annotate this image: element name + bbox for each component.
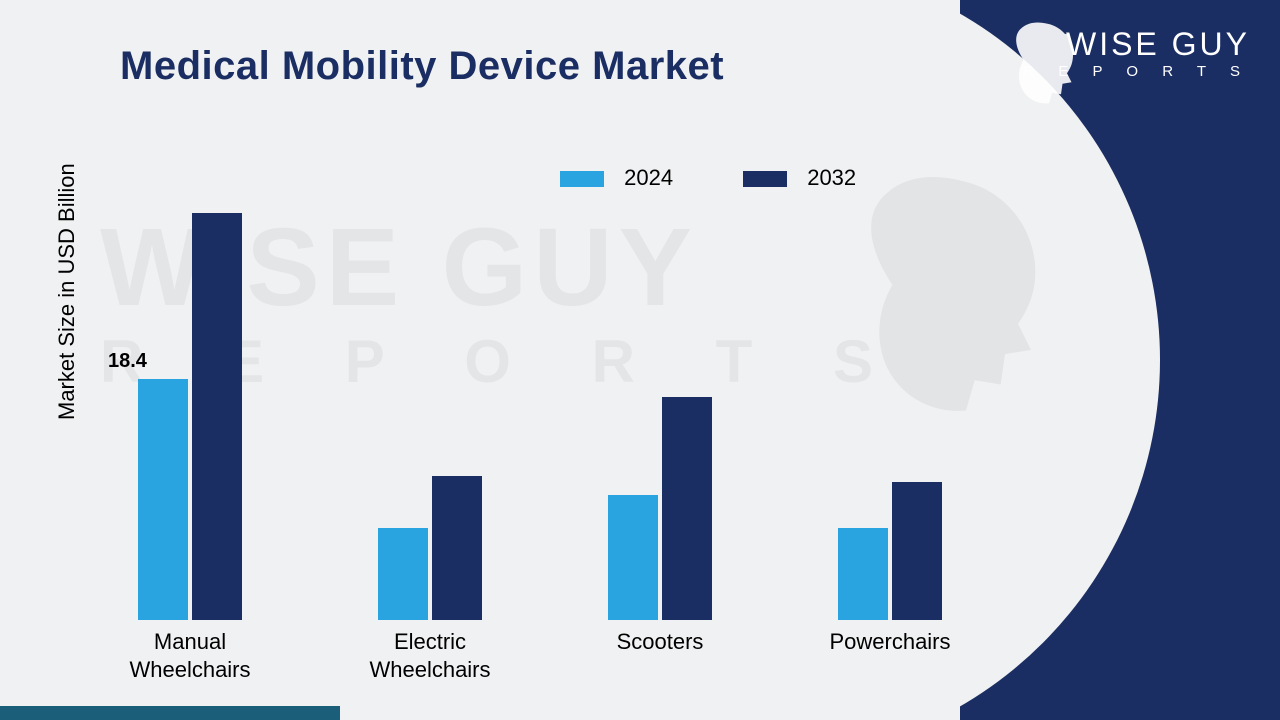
x-label-3: Powerchairs <box>800 628 980 656</box>
bar <box>662 397 712 620</box>
bar <box>608 495 658 620</box>
x-label-1: Electric Wheelchairs <box>340 628 520 683</box>
bar <box>838 528 888 620</box>
bottom-accent-bar <box>0 706 340 720</box>
x-label-0: Manual Wheelchairs <box>100 628 280 683</box>
value-label: 18.4 <box>108 350 147 373</box>
x-label-2: Scooters <box>570 628 750 656</box>
bar <box>892 482 942 620</box>
legend-swatch-2032 <box>743 171 787 187</box>
bar-chart: 18.4 <box>110 200 1010 620</box>
bar <box>378 528 428 620</box>
chart-title: Medical Mobility Device Market <box>120 44 724 89</box>
y-axis-label: Market Size in USD Billion <box>54 163 80 420</box>
stage: WISE GUY R E P O R T S Medical Mobility … <box>0 0 1280 720</box>
legend-label-2032: 2032 <box>807 165 856 190</box>
bar <box>138 379 188 621</box>
bar <box>192 213 242 620</box>
logo-line2: R E P O R T S <box>1023 64 1250 79</box>
legend-item-2024: 2024 <box>560 165 673 191</box>
legend-swatch-2024 <box>560 171 604 187</box>
legend-item-2032: 2032 <box>743 165 856 191</box>
legend: 2024 2032 <box>560 165 856 191</box>
bar <box>432 476 482 620</box>
legend-label-2024: 2024 <box>624 165 673 190</box>
logo-line1: WISE GUY <box>1023 28 1250 60</box>
brand-logo: WISE GUY R E P O R T S <box>1023 28 1250 79</box>
